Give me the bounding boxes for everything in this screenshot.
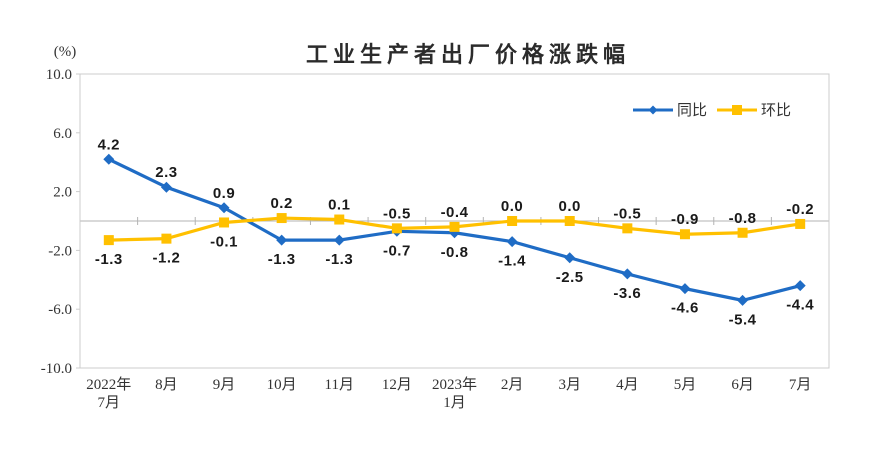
x-axis-label: 3月	[558, 377, 581, 393]
data-label: -1.3	[268, 251, 296, 268]
square-marker	[449, 221, 460, 232]
x-axis-label: 11月	[325, 377, 354, 393]
data-label: -0.2	[786, 201, 814, 218]
legend-item-同比: 同比	[633, 102, 707, 119]
legend-label: 环比	[761, 102, 791, 119]
square-marker	[391, 223, 402, 234]
data-label: -0.7	[383, 242, 411, 259]
data-label: 0.0	[559, 198, 581, 215]
data-label: -1.4	[498, 253, 526, 270]
diamond-marker	[103, 153, 115, 165]
data-label: -1.2	[152, 250, 180, 267]
axes	[79, 73, 830, 369]
y-axis-tick-label: 10.0	[46, 67, 72, 83]
data-label: -0.9	[671, 211, 699, 228]
x-axis-label: 2月	[501, 377, 524, 393]
y-axis-tick-label: -2.0	[48, 243, 72, 259]
y-axis-tick-label: -6.0	[48, 302, 72, 318]
x-axis-label: 2023年 1月	[432, 376, 477, 411]
y-axis-tick-label: 6.0	[53, 126, 72, 142]
square-marker	[161, 233, 172, 244]
x-axis-label: 4月	[616, 377, 639, 393]
data-label: -4.4	[786, 297, 814, 314]
square-marker	[564, 216, 575, 226]
square-marker	[622, 223, 633, 234]
data-label: -3.6	[613, 285, 641, 302]
x-axis-label: 9月	[213, 377, 236, 393]
diamond-marker	[564, 252, 576, 264]
legend-label: 同比	[677, 102, 707, 119]
legend-item-环比: 环比	[717, 102, 791, 119]
data-label: -1.3	[325, 251, 353, 268]
y-axis-unit-label: (%)	[54, 44, 77, 60]
data-label: -0.4	[441, 204, 469, 221]
square-marker	[103, 235, 114, 246]
data-label: 0.2	[270, 195, 292, 212]
legend-diamond-marker	[648, 105, 658, 115]
data-label: -1.3	[95, 251, 123, 268]
y-axis: 10.0 6.0 2.0 -2.0 -6.0 -10.0	[41, 67, 80, 377]
data-label: -2.5	[556, 269, 584, 286]
square-marker	[679, 229, 690, 240]
x-axis-label: 12月	[382, 377, 412, 393]
y-axis-tick-label: -10.0	[41, 361, 72, 377]
data-label: -4.6	[671, 300, 699, 317]
square-marker	[795, 218, 806, 229]
series-lines	[103, 153, 806, 306]
x-axis-label: 10月	[267, 377, 297, 393]
data-label: 4.2	[98, 136, 120, 153]
data-label: 0.1	[328, 197, 350, 214]
data-label: -0.5	[383, 205, 411, 222]
diamond-marker	[737, 294, 749, 306]
diamond-marker	[333, 234, 345, 246]
data-label: -5.4	[729, 311, 757, 328]
plot-border	[79, 73, 830, 369]
square-marker	[334, 214, 345, 225]
data-label: 0.9	[213, 185, 235, 202]
legend-square-marker	[732, 105, 742, 115]
data-label: 2.3	[155, 164, 177, 181]
square-marker	[219, 217, 230, 228]
data-label: -0.1	[210, 233, 238, 250]
square-marker	[737, 227, 748, 238]
data-label: -0.5	[613, 205, 641, 222]
data-label: 0.0	[501, 198, 523, 215]
y-axis-tick-label: 2.0	[53, 185, 72, 201]
legend: 同比 环比	[633, 102, 791, 119]
square-marker	[276, 213, 287, 224]
x-axis-label: 2022年 7月	[86, 376, 131, 411]
diamond-marker	[794, 280, 806, 292]
diamond-marker	[621, 268, 633, 280]
diamond-marker	[276, 234, 288, 246]
chart-title: 工业生产者出厂价格涨跌幅	[306, 42, 630, 67]
data-label: -0.8	[441, 244, 469, 261]
data-label: -0.8	[729, 210, 757, 227]
data-labels: 4.2 2.3 0.9 -1.3 -1.3 -0.7 -0.8 -1.4 -2.5 -3.6 -4.…	[95, 136, 814, 328]
x-axis-label: 7月	[789, 377, 812, 393]
x-axis: 2022年 7月 8月 9月 10月 11月 12月 2023年 1月 2月 3月 4月 5月 6月 7月	[86, 376, 811, 411]
diamond-marker	[160, 181, 172, 193]
diamond-marker	[218, 202, 230, 214]
x-axis-label: 5月	[674, 377, 697, 393]
square-marker	[507, 216, 518, 226]
x-axis-label: 6月	[731, 377, 754, 393]
x-axis-label: 8月	[155, 377, 178, 393]
diamond-marker	[506, 236, 518, 248]
diamond-marker	[679, 283, 691, 295]
